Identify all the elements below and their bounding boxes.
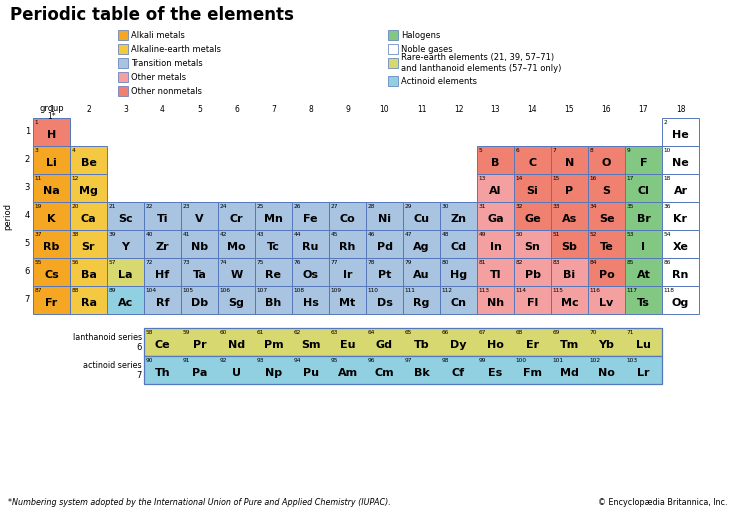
Text: 1*: 1* (47, 112, 56, 121)
Text: Rb: Rb (43, 242, 60, 252)
Text: 32: 32 (515, 204, 523, 210)
Text: 1: 1 (25, 128, 30, 136)
Text: 63: 63 (330, 331, 338, 335)
Text: 3: 3 (123, 105, 128, 114)
Bar (514, 230, 551, 258)
Text: Pr: Pr (193, 340, 206, 350)
Text: 109: 109 (330, 288, 342, 294)
Bar (118, 44, 128, 54)
Bar (514, 258, 551, 286)
Bar (662, 118, 699, 146)
Text: Nh: Nh (487, 298, 504, 308)
Text: 25: 25 (257, 204, 264, 210)
Text: 23: 23 (183, 204, 190, 210)
Text: Si: Si (527, 186, 538, 196)
Text: Og: Og (672, 298, 689, 308)
Bar (625, 356, 662, 384)
Text: Rare-earth elements (21, 39, 57–71)
and lanthanoid elements (57–71 only): Rare-earth elements (21, 39, 57–71) and … (401, 53, 562, 73)
Bar (33, 230, 70, 258)
Bar (292, 286, 329, 314)
Text: 106: 106 (219, 288, 230, 294)
Bar (551, 230, 588, 258)
Text: 35: 35 (626, 204, 634, 210)
Text: 89: 89 (108, 288, 116, 294)
Bar (70, 202, 107, 230)
Text: Bk: Bk (414, 368, 429, 378)
Text: 107: 107 (257, 288, 268, 294)
Bar (70, 230, 107, 258)
Bar (33, 118, 70, 146)
Text: 48: 48 (442, 232, 449, 237)
Text: Gd: Gd (376, 340, 393, 350)
Text: Cm: Cm (375, 368, 394, 378)
Bar (588, 258, 625, 286)
Bar (70, 174, 107, 202)
Text: 10: 10 (663, 148, 671, 153)
Text: Bi: Bi (564, 270, 576, 280)
Bar (292, 356, 329, 384)
Bar (588, 202, 625, 230)
Bar (440, 286, 477, 314)
Bar (366, 328, 403, 356)
Text: Pm: Pm (263, 340, 283, 350)
Text: Dy: Dy (450, 340, 467, 350)
Bar (588, 356, 625, 384)
Bar (366, 356, 403, 384)
Text: Na: Na (43, 186, 60, 196)
Text: 71: 71 (626, 331, 634, 335)
Bar (181, 230, 218, 258)
Text: No: No (598, 368, 615, 378)
Text: 114: 114 (515, 288, 526, 294)
Bar (107, 258, 144, 286)
Text: 95: 95 (330, 358, 338, 364)
Text: 112: 112 (442, 288, 453, 294)
Text: Po: Po (598, 270, 615, 280)
Bar (514, 202, 551, 230)
Text: 57: 57 (108, 261, 116, 266)
Bar (118, 86, 128, 96)
Text: Tb: Tb (414, 340, 429, 350)
Bar (662, 286, 699, 314)
Text: 50: 50 (515, 232, 523, 237)
Text: Ds: Ds (377, 298, 392, 308)
Text: 111: 111 (405, 288, 415, 294)
Text: 18: 18 (663, 177, 671, 181)
Text: 44: 44 (294, 232, 301, 237)
Text: Ga: Ga (487, 214, 504, 224)
Text: Br: Br (637, 214, 651, 224)
Text: Ba: Ba (80, 270, 96, 280)
Text: Ta: Ta (193, 270, 206, 280)
Text: Ti: Ti (157, 214, 169, 224)
Text: 17: 17 (639, 105, 648, 114)
Bar (118, 58, 128, 68)
Text: 55: 55 (35, 261, 42, 266)
Text: 54: 54 (663, 232, 671, 237)
Bar (477, 356, 514, 384)
Bar (514, 174, 551, 202)
Text: 97: 97 (405, 358, 412, 364)
Text: Cn: Cn (450, 298, 467, 308)
Text: Sc: Sc (118, 214, 132, 224)
Text: 74: 74 (219, 261, 227, 266)
Text: 72: 72 (146, 261, 153, 266)
Bar (366, 258, 403, 286)
Bar (255, 286, 292, 314)
Bar (366, 230, 403, 258)
Text: 7: 7 (271, 105, 276, 114)
Text: Cf: Cf (452, 368, 465, 378)
Text: *Numbering system adopted by the International Union of Pure and Applied Chemist: *Numbering system adopted by the Interna… (8, 498, 391, 507)
Text: 30: 30 (442, 204, 449, 210)
Bar (440, 230, 477, 258)
Text: Pu: Pu (302, 368, 319, 378)
Text: Th: Th (155, 368, 170, 378)
Text: 58: 58 (146, 331, 153, 335)
Text: 5: 5 (197, 105, 202, 114)
Text: Ce: Ce (155, 340, 170, 350)
Text: I: I (642, 242, 645, 252)
Text: © Encyclopædia Britannica, Inc.: © Encyclopædia Britannica, Inc. (598, 498, 728, 507)
Text: Ge: Ge (524, 214, 541, 224)
Text: Mn: Mn (264, 214, 283, 224)
Text: 8: 8 (308, 105, 313, 114)
Text: 17: 17 (626, 177, 634, 181)
Text: Pd: Pd (377, 242, 392, 252)
